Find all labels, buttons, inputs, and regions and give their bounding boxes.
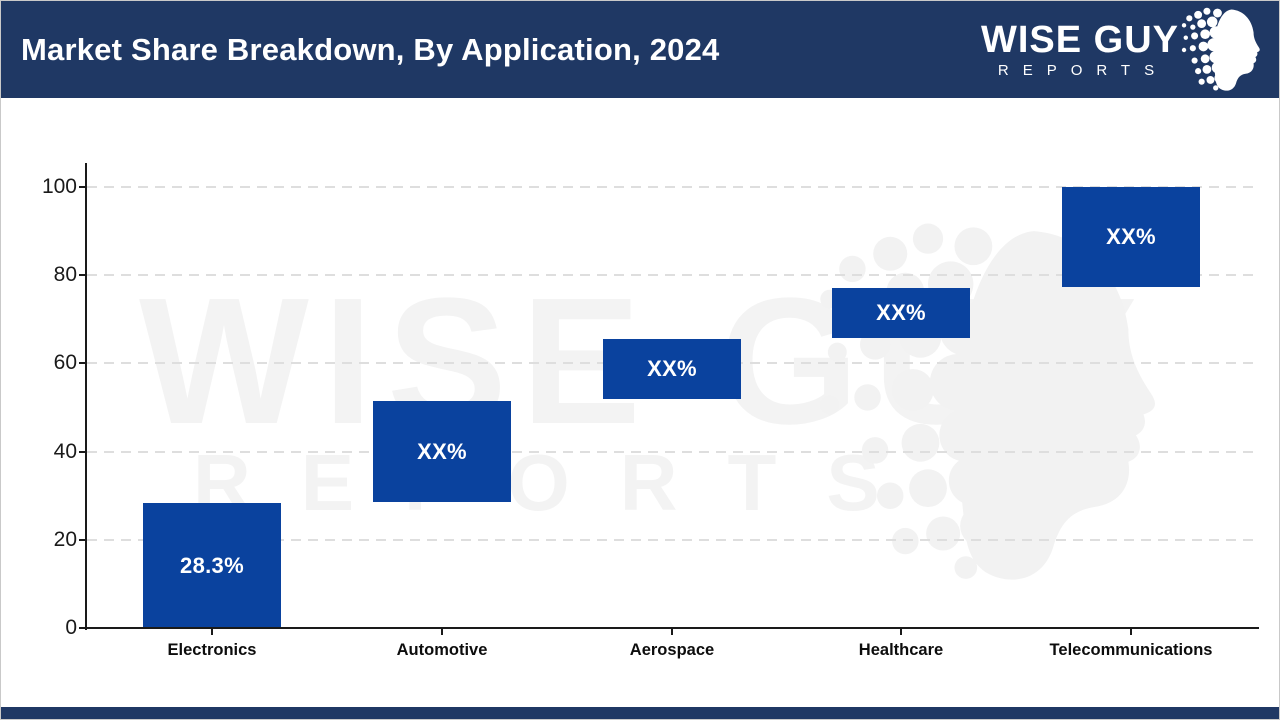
x-axis-label-aerospace: Aerospace	[629, 641, 715, 659]
y-tick-label-60: 60	[53, 351, 77, 375]
x-tick-mark-healthcare	[900, 628, 902, 635]
brand-logo-text: WISE GUY REPORTS	[981, 21, 1179, 78]
bar-value-label-aerospace: XX%	[647, 355, 697, 381]
y-tick-mark-20	[79, 538, 87, 541]
gridline-80	[87, 274, 1257, 277]
bar-aerospace: XX%	[603, 339, 741, 399]
y-axis-line	[85, 163, 87, 630]
page-title: Market Share Breakdown, By Application, …	[21, 31, 720, 67]
y-tick-label-40: 40	[53, 439, 77, 463]
y-tick-label-100: 100	[41, 175, 77, 198]
gridline-20	[87, 538, 1257, 541]
x-axis-label-electronics: Electronics	[167, 641, 257, 659]
x-tick-mark-electronics	[211, 628, 213, 635]
brand-subtitle: REPORTS	[997, 62, 1169, 79]
bar-value-label-telecommunications: XX%	[1106, 224, 1156, 250]
y-tick-mark-80	[79, 274, 87, 277]
y-tick-mark-0	[79, 627, 87, 629]
y-tick-label-0: 0	[65, 616, 77, 639]
brand-logo: WISE GUY REPORTS	[981, 6, 1269, 94]
x-axis-label-telecommunications: Telecommunications	[1049, 641, 1213, 659]
x-tick-mark-aerospace	[671, 628, 673, 635]
y-tick-mark-100	[79, 186, 87, 188]
x-tick-mark-telecommunications	[1130, 628, 1132, 635]
x-axis-label-automotive: Automotive	[396, 641, 488, 659]
gridline-40	[87, 450, 1257, 453]
brand-name: WISE GUY	[980, 19, 1179, 61]
watermark-brand-subtitle: REPORTS	[193, 438, 930, 527]
x-tick-mark-automotive	[441, 628, 443, 635]
x-axis-label-healthcare: Healthcare	[858, 641, 944, 659]
gridline-100	[87, 186, 1257, 188]
bar-value-label-automotive: XX%	[417, 438, 467, 464]
header-bar: Market Share Breakdown, By Application, …	[1, 1, 1279, 98]
bar-value-label-healthcare: XX%	[876, 299, 926, 325]
y-tick-mark-60	[79, 362, 87, 365]
bar-automotive: XX%	[373, 400, 511, 503]
bar-telecommunications: XX%	[1062, 187, 1200, 288]
footer-bar	[1, 707, 1279, 719]
y-tick-label-20: 20	[53, 527, 77, 551]
bar-electronics: 28.3%	[143, 503, 281, 628]
bar-value-label-electronics: 28.3%	[180, 552, 244, 578]
bar-healthcare: XX%	[832, 287, 970, 338]
y-tick-label-80: 80	[53, 263, 77, 287]
brand-head-icon	[1173, 6, 1269, 94]
x-axis-line	[85, 627, 1259, 629]
y-tick-mark-40	[79, 450, 87, 453]
